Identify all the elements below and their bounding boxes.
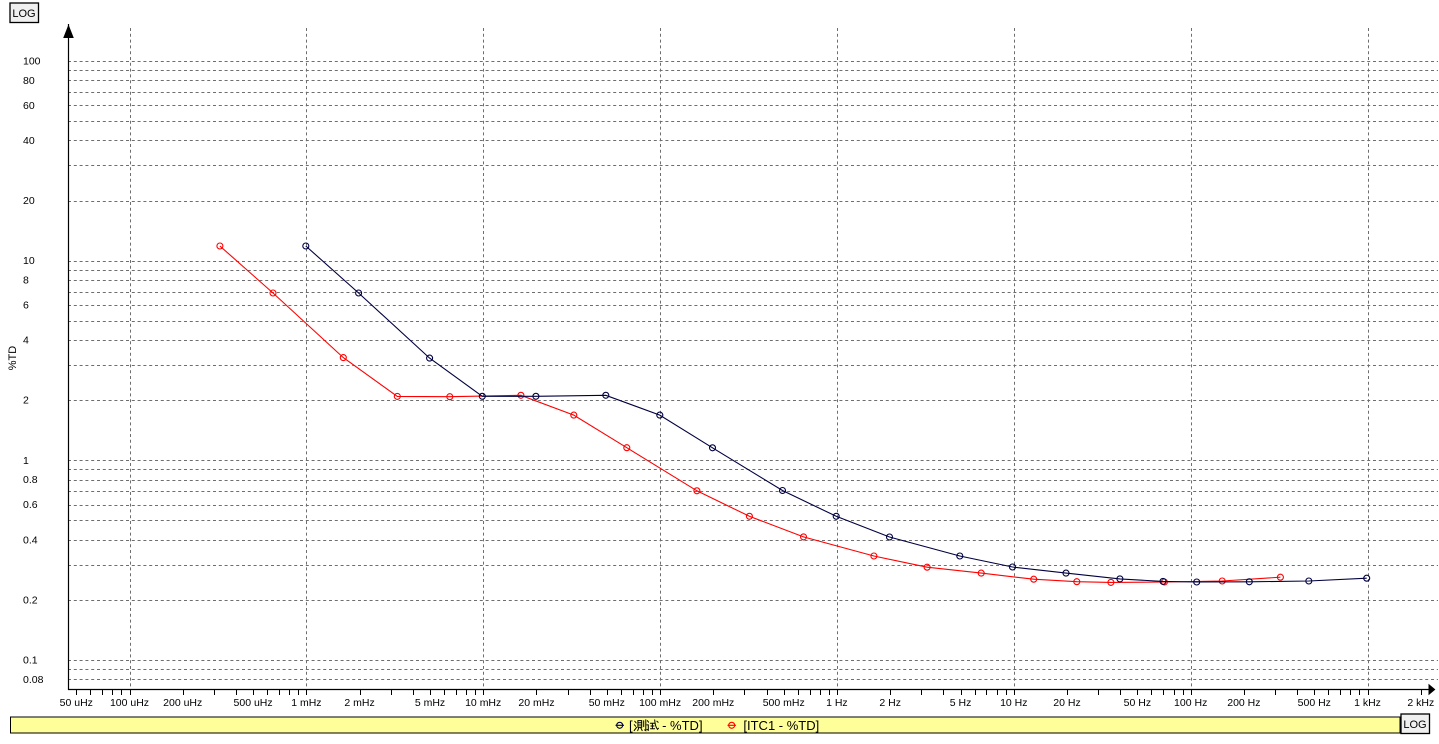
svg-text:10: 10: [23, 255, 35, 267]
svg-text:0.1: 0.1: [23, 655, 38, 667]
svg-text:100 mHz: 100 mHz: [639, 697, 681, 709]
svg-text:100 Hz: 100 Hz: [1174, 697, 1207, 709]
svg-text:10 Hz: 10 Hz: [1000, 697, 1027, 709]
svg-text:[: [: [629, 718, 633, 733]
svg-text:80: 80: [23, 75, 35, 87]
svg-text:20 mHz: 20 mHz: [518, 697, 554, 709]
svg-text:1 Hz: 1 Hz: [826, 697, 848, 709]
svg-text:2 Hz: 2 Hz: [879, 697, 901, 709]
svg-text:1: 1: [23, 455, 29, 467]
svg-text:5 mHz: 5 mHz: [415, 697, 445, 709]
svg-text:0.08: 0.08: [23, 674, 44, 686]
svg-text:LOG: LOG: [1403, 719, 1426, 731]
svg-text:1 kHz: 1 kHz: [1354, 697, 1381, 709]
svg-text:5 Hz: 5 Hz: [950, 697, 972, 709]
svg-text:1 mHz: 1 mHz: [291, 697, 321, 709]
svg-text:0.4: 0.4: [23, 534, 38, 546]
svg-text:200 uHz: 200 uHz: [163, 697, 202, 709]
svg-text:60: 60: [23, 100, 35, 112]
svg-text:8: 8: [23, 275, 29, 287]
svg-text:- %TD]: - %TD]: [659, 718, 703, 733]
svg-text:200 mHz: 200 mHz: [692, 697, 734, 709]
svg-text:0.8: 0.8: [23, 474, 38, 486]
svg-text:100 uHz: 100 uHz: [110, 697, 149, 709]
svg-text:100: 100: [23, 56, 41, 68]
svg-text:10 mHz: 10 mHz: [465, 697, 501, 709]
svg-text:50 Hz: 50 Hz: [1124, 697, 1151, 709]
svg-text:%TD: %TD: [7, 346, 19, 371]
svg-text:6: 6: [23, 299, 29, 311]
svg-text:0.6: 0.6: [23, 499, 38, 511]
svg-text:500 mHz: 500 mHz: [763, 697, 805, 709]
svg-text:200 Hz: 200 Hz: [1227, 697, 1260, 709]
svg-text:50 mHz: 50 mHz: [589, 697, 625, 709]
svg-text:[ITC1 - %TD]: [ITC1 - %TD]: [743, 718, 819, 733]
svg-text:2: 2: [23, 395, 29, 407]
svg-text:2 mHz: 2 mHz: [344, 697, 374, 709]
svg-text:0.2: 0.2: [23, 594, 38, 606]
svg-text:20 Hz: 20 Hz: [1053, 697, 1080, 709]
svg-text:20: 20: [23, 195, 35, 207]
svg-text:50 uHz: 50 uHz: [60, 697, 93, 709]
svg-text:4: 4: [23, 335, 29, 347]
svg-text:500 uHz: 500 uHz: [234, 697, 273, 709]
svg-text:2 kHz: 2 kHz: [1407, 697, 1434, 709]
svg-text:40: 40: [23, 135, 35, 147]
svg-text:LOG: LOG: [12, 8, 35, 20]
svg-text:500 Hz: 500 Hz: [1298, 697, 1331, 709]
